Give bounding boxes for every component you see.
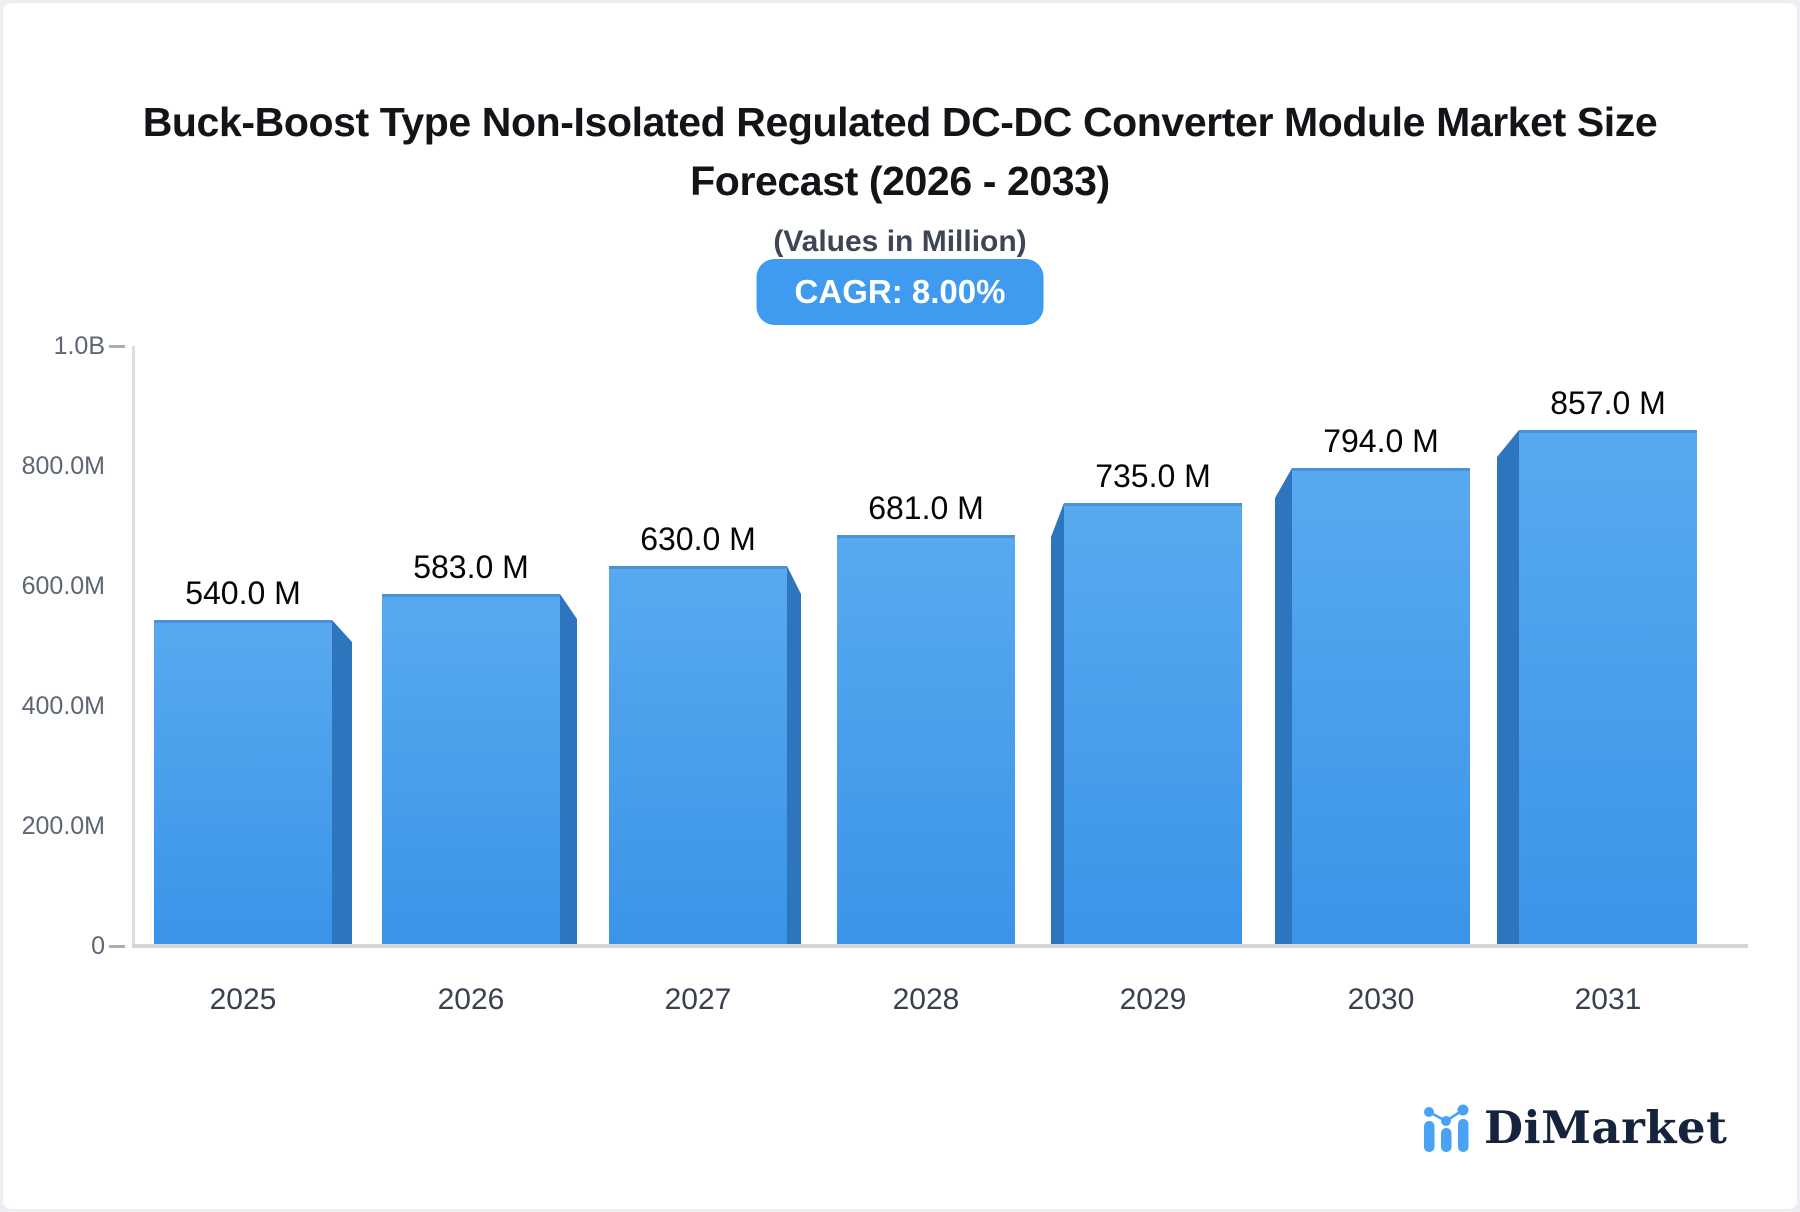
x-axis-label-2027: 2027 [664, 983, 732, 1016]
bar-face [837, 535, 1015, 944]
bar-2030 [1275, 468, 1470, 944]
chart-title-line2: Forecast (2026 - 2033) [690, 158, 1110, 204]
bar-value-label: 583.0 M [413, 549, 529, 585]
x-axis-label-2025: 2025 [209, 983, 277, 1016]
y-axis-tick-dash [109, 345, 125, 348]
y-axis-tick-dash [109, 945, 125, 948]
bar-face [1064, 503, 1242, 944]
chart-subtitle: (Values in Million) [773, 225, 1027, 258]
x-axis-baseline [132, 944, 1748, 948]
bar-value-label: 681.0 M [868, 490, 984, 526]
bar-face [609, 566, 787, 944]
y-axis-line [132, 346, 135, 946]
bar-side-shadow [332, 620, 352, 944]
bar-face [382, 594, 560, 944]
x-axis-label-2031: 2031 [1574, 983, 1642, 1016]
bar-2026 [382, 594, 577, 944]
x-axis-label-2026: 2026 [437, 983, 505, 1016]
bar-chart-logo-icon [1424, 1104, 1469, 1152]
y-axis-tick-label: 400.0M [21, 692, 105, 720]
chart-title: Buck-Boost Type Non-Isolated Regulated D… [90, 93, 1710, 211]
y-axis-tick-label: 0 [91, 932, 105, 960]
bar-2027 [609, 566, 801, 944]
y-axis-tick-label: 600.0M [21, 572, 105, 600]
y-axis-tick-label: 1.0B [53, 332, 105, 360]
bar-value-label: 540.0 M [185, 575, 301, 611]
y-axis-tick-label: 800.0M [21, 452, 105, 480]
brand-logo: DiMarket [1423, 1101, 1727, 1154]
cagr-badge: CAGR: 8.00% [756, 259, 1044, 325]
x-axis-label-2028: 2028 [892, 983, 960, 1016]
x-axis-label-2029: 2029 [1119, 983, 1187, 1016]
x-axis-label-2030: 2030 [1347, 983, 1415, 1016]
bar-2029 [1051, 503, 1242, 944]
bar-face [1292, 468, 1470, 944]
bar-2028 [837, 535, 1015, 944]
bar-side-shadow [1497, 430, 1519, 944]
bar-face [1519, 430, 1697, 944]
bar-value-label: 857.0 M [1550, 385, 1666, 421]
bar-2031 [1497, 430, 1697, 944]
bar-value-label: 735.0 M [1095, 458, 1211, 494]
brand-logo-text: DiMarket [1484, 1101, 1728, 1154]
bar-side-shadow [1051, 503, 1064, 944]
bar-side-shadow [1275, 468, 1292, 944]
bar-side-shadow [787, 566, 801, 944]
y-axis-tick-label: 200.0M [21, 812, 105, 840]
chart-card: Buck-Boost Type Non-Isolated Regulated D… [3, 3, 1797, 1209]
bar-value-label: 630.0 M [640, 521, 756, 557]
bar-2025 [154, 620, 352, 944]
bar-side-shadow [560, 594, 577, 944]
bar-face [154, 620, 332, 944]
chart-title-line1: Buck-Boost Type Non-Isolated Regulated D… [142, 99, 1658, 145]
bar-value-label: 794.0 M [1323, 423, 1439, 459]
